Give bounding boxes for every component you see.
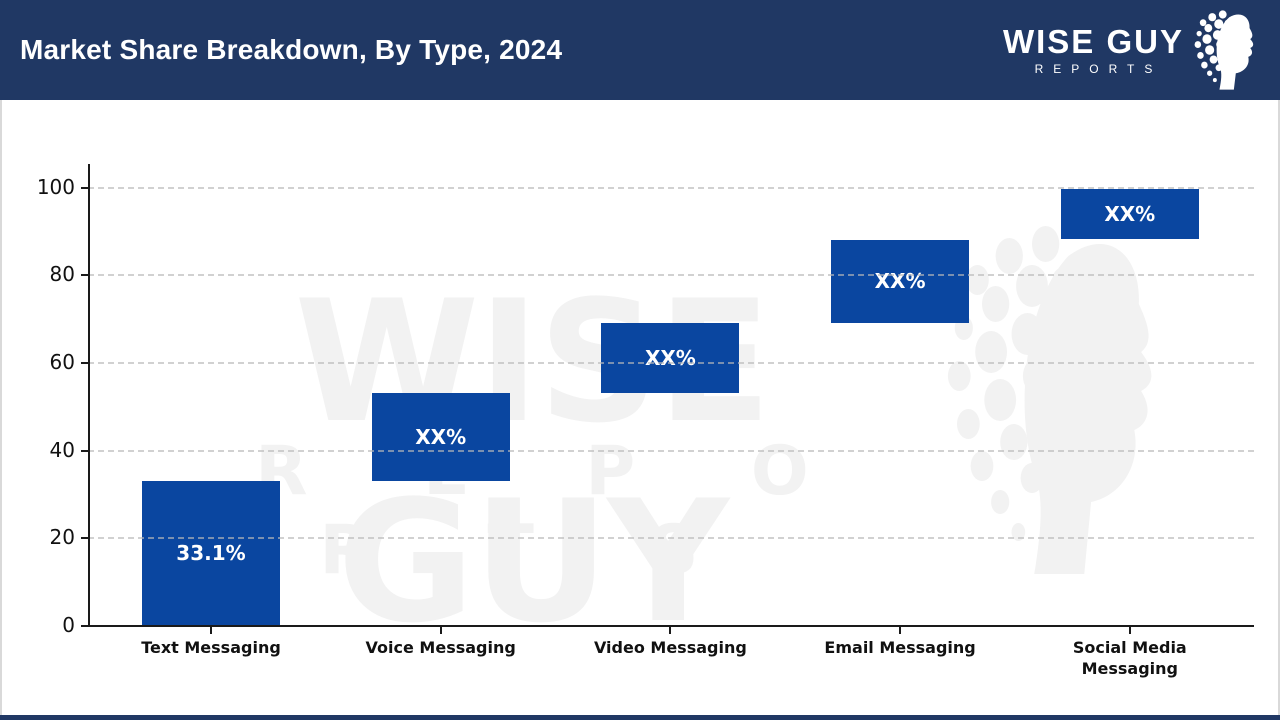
- gridline-y80: [88, 274, 1254, 277]
- bar-social-media-messaging: XX%: [1060, 188, 1199, 240]
- logo-wordmark: WISE GUY: [1002, 22, 1184, 60]
- x-category-label: Voice Messaging: [365, 638, 516, 657]
- y-tick-mark: [81, 186, 88, 189]
- gridline-y60: [88, 362, 1254, 365]
- logo-subtitle: REPORTS: [1034, 61, 1163, 76]
- y-tick-label: 40: [49, 437, 75, 462]
- wise-guy-reports-logo: WISE GUY REPORTS: [1003, 9, 1262, 91]
- bar-email-messaging: XX%: [831, 239, 970, 324]
- y-tick-label: 60: [49, 350, 75, 375]
- x-category-label: Video Messaging: [593, 638, 747, 657]
- bar-voice-messaging: XX%: [371, 393, 510, 481]
- chart-title: Market Share Breakdown, By Type, 2024: [20, 34, 563, 65]
- x-tick-mark: [899, 627, 902, 634]
- gridline-y100: [88, 186, 1254, 189]
- bar-value-label: XX%: [415, 425, 467, 450]
- y-tick-label: 100: [36, 174, 75, 199]
- x-category-label: Text Messaging: [141, 638, 281, 657]
- header-bar: Market Share Breakdown, By Type, 2024 WI…: [0, 0, 1280, 100]
- y-tick-mark: [81, 362, 88, 365]
- x-tick-mark: [439, 627, 442, 634]
- bar-video-messaging: XX%: [601, 323, 740, 393]
- bar-text-messaging: 33.1%: [142, 480, 280, 626]
- bar-value-label: XX%: [1104, 201, 1156, 226]
- y-tick-label: 0: [62, 613, 75, 637]
- y-tick-mark: [81, 625, 88, 627]
- x-tick-mark: [1128, 627, 1131, 634]
- gridline-y40: [88, 449, 1254, 452]
- watermark-subtitle: R E P O R T S: [255, 432, 855, 590]
- gridline-y20: [88, 537, 1254, 540]
- x-tick-mark: [669, 627, 672, 634]
- bar-value-label: XX%: [874, 269, 926, 294]
- footer-accent-strip: [0, 715, 1280, 720]
- x-tick-mark: [210, 627, 212, 634]
- bar-value-label: XX%: [644, 345, 696, 370]
- x-category-label: Social Media Messaging: [1072, 638, 1187, 678]
- x-axis-line: [88, 625, 1254, 627]
- y-tick-label: 80: [49, 262, 75, 287]
- y-axis-line: [88, 164, 90, 627]
- dotted-head-icon: [1194, 10, 1254, 90]
- y-tick-mark: [81, 449, 88, 452]
- x-category-label: Email Messaging: [824, 638, 976, 657]
- y-tick-mark: [81, 537, 88, 540]
- y-tick-mark: [81, 274, 88, 277]
- y-tick-label: 20: [49, 525, 75, 550]
- bar-value-label: 33.1%: [176, 541, 246, 566]
- logo-text: WISE GUY REPORTS: [1003, 25, 1184, 76]
